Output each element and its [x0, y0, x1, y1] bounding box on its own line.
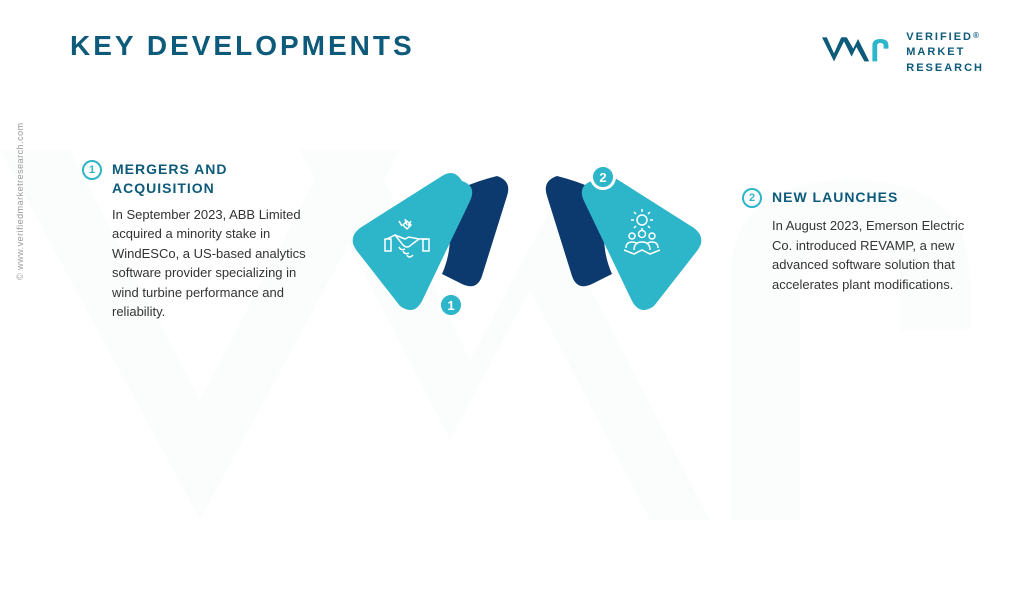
logo-line-2: MARKET	[906, 46, 965, 58]
item-1-body: In September 2023, ABB Limited acquired …	[82, 205, 312, 322]
logo-mark-icon	[818, 31, 898, 76]
item-2-header: 2 NEW LAUNCHES	[742, 188, 972, 208]
registered-mark: ®	[973, 31, 981, 40]
item-1-title: MERGERS AND ACQUISITION	[112, 160, 312, 196]
team-gear-icon	[612, 206, 672, 266]
header: KEY DEVELOPMENTS VERIFIED® MARKET RESEAR…	[0, 0, 1024, 76]
item-1-text: 1 MERGERS AND ACQUISITION In September 2…	[82, 160, 312, 321]
item-2-text: 2 NEW LAUNCHES In August 2023, Emerson E…	[742, 188, 972, 294]
page-title: KEY DEVELOPMENTS	[70, 30, 415, 62]
triangle-1: 1	[342, 156, 512, 326]
logo-line-3: RESEARCH	[906, 62, 984, 74]
item-2-body: In August 2023, Emerson Electric Co. int…	[742, 216, 972, 294]
triangle-1-badge: 1	[438, 292, 464, 318]
handshake-icon	[377, 211, 437, 271]
item-2-number-badge: 2	[742, 188, 762, 208]
logo-text: VERIFIED® MARKET RESEARCH	[906, 30, 984, 76]
content-area: 1 MERGERS AND ACQUISITION In September 2…	[0, 76, 1024, 326]
item-1-number-badge: 1	[82, 160, 102, 180]
logo: VERIFIED® MARKET RESEARCH	[818, 30, 984, 76]
triangle-2: 2	[542, 156, 712, 326]
triangle-2-badge: 2	[590, 164, 616, 190]
item-1-header: 1 MERGERS AND ACQUISITION	[82, 160, 312, 196]
logo-line-1: VERIFIED	[906, 31, 973, 43]
item-2-title: NEW LAUNCHES	[772, 188, 898, 206]
